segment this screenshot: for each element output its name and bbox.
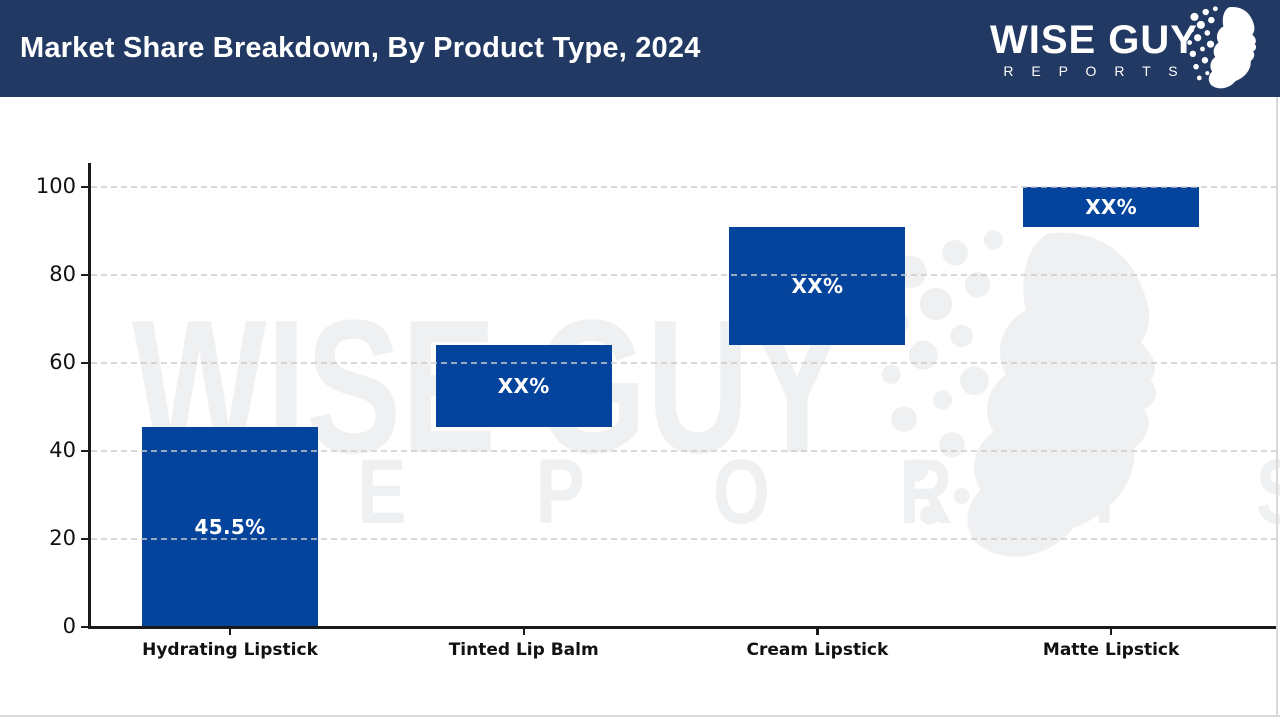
y-tick-label-100: 100	[35, 174, 76, 198]
y-tick-mark-60	[81, 362, 89, 365]
x-tick-label-2: Cream Lipstick	[746, 640, 889, 660]
y-tick-label-40: 40	[49, 438, 76, 462]
y-tick-mark-80	[81, 274, 89, 277]
logo-wordmark: WISE GUY	[989, 17, 1198, 62]
bar-tinted-lip-balm: XX%	[435, 345, 612, 427]
bar-hydrating-lipstick: 45.5%	[142, 426, 318, 627]
y-tick-label-80: 80	[49, 262, 76, 286]
bar-value-label: XX%	[1085, 194, 1137, 219]
y-tick-mark-0	[81, 626, 89, 629]
wiseguy-logo-text: WISE GUY R E P O R T S	[990, 20, 1198, 79]
y-tick-label-20: 20	[49, 526, 76, 550]
page-title: Market Share Breakdown, By Product Type,…	[20, 32, 701, 64]
frame-right-border	[1276, 97, 1278, 716]
bar-value-label: 45.5%	[194, 514, 266, 539]
y-tick-mark-20	[81, 538, 89, 541]
y-tick-mark-100	[81, 186, 89, 189]
gridline-20	[91, 538, 1277, 540]
x-tick-mark-0	[229, 627, 232, 635]
y-tick-label-60: 60	[49, 350, 76, 374]
bar-value-label: XX%	[497, 374, 550, 399]
x-tick-label-3: Matte Lipstick	[1042, 640, 1180, 660]
frame-bottom-border	[0, 715, 1280, 717]
logo-subtitle: R E P O R T S	[1003, 62, 1185, 79]
x-tick-label-1: Tinted Lip Balm	[448, 640, 599, 660]
y-axis-line	[88, 163, 91, 629]
wiseguy-head-icon	[1187, 6, 1257, 89]
x-tick-mark-2	[816, 627, 819, 635]
x-tick-mark-3	[1110, 627, 1113, 635]
gridline-100	[91, 186, 1277, 188]
x-tick-mark-1	[522, 627, 526, 635]
gridline-60	[91, 362, 1277, 364]
header-bar: Market Share Breakdown, By Product Type,…	[0, 0, 1280, 97]
bar-matte-lipstick: XX%	[1023, 187, 1200, 227]
gridline-40	[91, 450, 1277, 452]
bar-cream-lipstick: XX%	[729, 226, 906, 346]
wiseguy-logo: WISE GUY R E P O R T S	[990, 6, 1266, 92]
x-tick-label-0: Hydrating Lipstick	[142, 640, 318, 660]
bar-value-label: XX%	[791, 273, 844, 298]
y-tick-label-0: 0	[62, 614, 76, 638]
gridline-80	[91, 274, 1277, 276]
y-tick-mark-40	[81, 450, 89, 453]
x-axis-line	[88, 626, 1277, 629]
